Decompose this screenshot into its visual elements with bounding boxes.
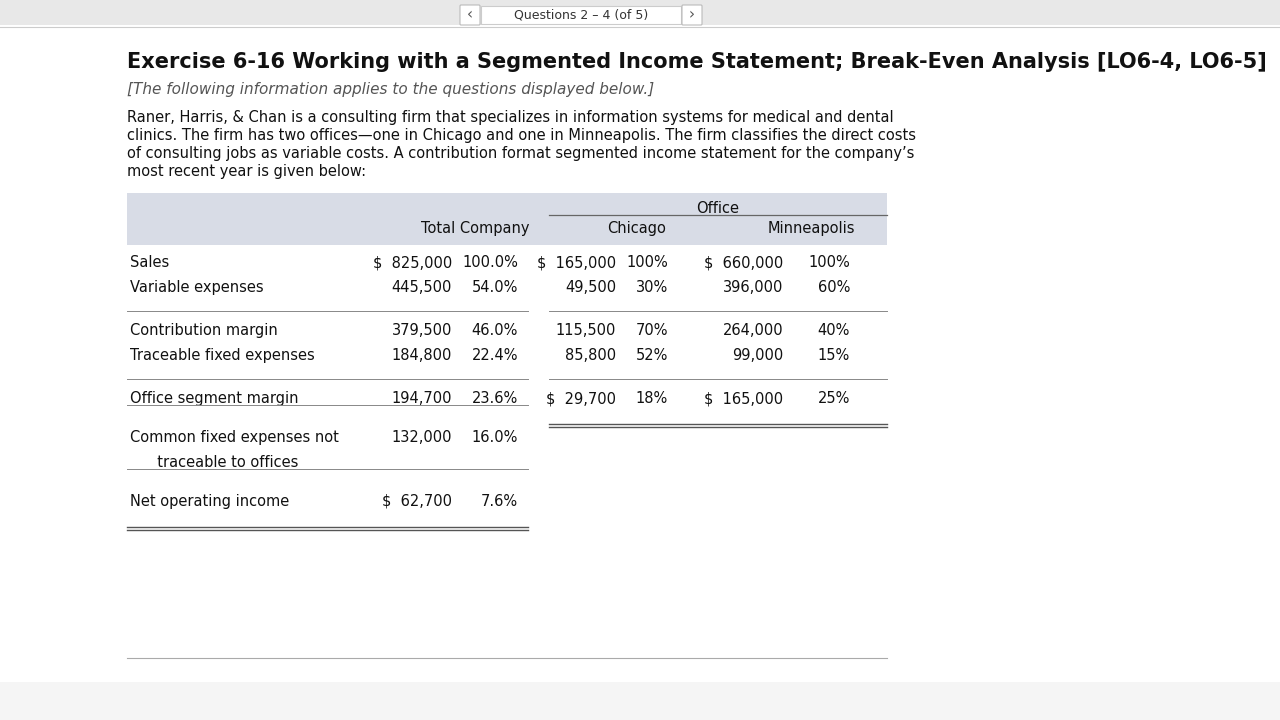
Text: $  62,700: $ 62,700 <box>381 494 452 509</box>
Text: 60%: 60% <box>818 280 850 295</box>
Text: Office segment margin: Office segment margin <box>131 391 298 406</box>
Text: 30%: 30% <box>636 280 668 295</box>
FancyBboxPatch shape <box>682 5 701 25</box>
Text: Sales: Sales <box>131 255 169 270</box>
Text: 100%: 100% <box>626 255 668 270</box>
FancyBboxPatch shape <box>460 5 480 25</box>
Text: Questions 2 – 4 (of 5): Questions 2 – 4 (of 5) <box>513 9 648 22</box>
Text: 7.6%: 7.6% <box>481 494 518 509</box>
Text: Minneapolis: Minneapolis <box>768 221 855 236</box>
Text: Raner, Harris, & Chan is a consulting firm that specializes in information syste: Raner, Harris, & Chan is a consulting fi… <box>127 110 893 125</box>
Bar <box>127 193 887 245</box>
Text: Contribution margin: Contribution margin <box>131 323 278 338</box>
Text: $  165,000: $ 165,000 <box>536 255 616 270</box>
Text: 85,800: 85,800 <box>564 348 616 363</box>
Text: 25%: 25% <box>818 391 850 406</box>
Text: ‹: ‹ <box>467 7 474 22</box>
Text: 70%: 70% <box>635 323 668 338</box>
Text: 54.0%: 54.0% <box>471 280 518 295</box>
Text: 15%: 15% <box>818 348 850 363</box>
Text: 100%: 100% <box>808 255 850 270</box>
Text: Office: Office <box>696 201 740 216</box>
Text: 52%: 52% <box>636 348 668 363</box>
Text: 99,000: 99,000 <box>732 348 783 363</box>
Text: Exercise 6-16 Working with a Segmented Income Statement; Break-Even Analysis [LO: Exercise 6-16 Working with a Segmented I… <box>127 52 1267 72</box>
Text: 46.0%: 46.0% <box>471 323 518 338</box>
Text: 445,500: 445,500 <box>392 280 452 295</box>
Bar <box>0 0 1280 25</box>
Text: traceable to offices: traceable to offices <box>148 455 298 470</box>
Text: of consulting jobs as variable costs. A contribution format segmented income sta: of consulting jobs as variable costs. A … <box>127 146 914 161</box>
Text: Chicago: Chicago <box>608 221 667 236</box>
Text: Variable expenses: Variable expenses <box>131 280 264 295</box>
Text: $  660,000: $ 660,000 <box>704 255 783 270</box>
Text: $  825,000: $ 825,000 <box>372 255 452 270</box>
Text: Net operating income: Net operating income <box>131 494 289 509</box>
Text: 16.0%: 16.0% <box>471 430 518 445</box>
Text: 194,700: 194,700 <box>392 391 452 406</box>
Bar <box>481 6 681 24</box>
Text: 40%: 40% <box>818 323 850 338</box>
Text: 23.6%: 23.6% <box>472 391 518 406</box>
Text: 18%: 18% <box>636 391 668 406</box>
Text: ›: › <box>689 7 695 22</box>
Text: 49,500: 49,500 <box>564 280 616 295</box>
Text: 22.4%: 22.4% <box>471 348 518 363</box>
Text: $  165,000: $ 165,000 <box>704 391 783 406</box>
Text: Common fixed expenses not: Common fixed expenses not <box>131 430 339 445</box>
Text: [The following information applies to the questions displayed below.]: [The following information applies to th… <box>127 82 654 97</box>
Text: Total Company: Total Company <box>421 221 529 236</box>
Text: most recent year is given below:: most recent year is given below: <box>127 164 366 179</box>
Text: clinics. The firm has two offices—one in Chicago and one in Minneapolis. The fir: clinics. The firm has two offices—one in… <box>127 128 916 143</box>
Text: 184,800: 184,800 <box>392 348 452 363</box>
Text: 115,500: 115,500 <box>556 323 616 338</box>
Text: 264,000: 264,000 <box>722 323 783 338</box>
Text: Traceable fixed expenses: Traceable fixed expenses <box>131 348 315 363</box>
Text: 132,000: 132,000 <box>392 430 452 445</box>
Text: 396,000: 396,000 <box>723 280 783 295</box>
Text: 100.0%: 100.0% <box>462 255 518 270</box>
Text: $  29,700: $ 29,700 <box>547 391 616 406</box>
Text: 379,500: 379,500 <box>392 323 452 338</box>
